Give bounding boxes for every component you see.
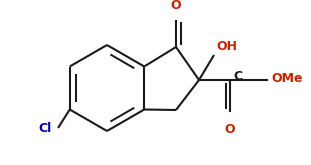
Text: C: C	[233, 70, 242, 83]
Text: Cl: Cl	[39, 121, 52, 134]
Text: OH: OH	[216, 40, 237, 53]
Text: OMe: OMe	[271, 71, 303, 84]
Text: O: O	[171, 0, 181, 12]
Text: O: O	[225, 123, 235, 136]
